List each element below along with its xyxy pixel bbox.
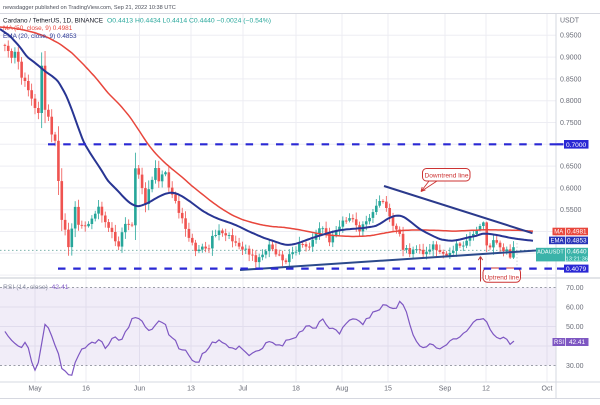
svg-text:0.7500: 0.7500	[560, 120, 582, 127]
svg-text:MA (50, close, 9) 0.4981: MA (50, close, 9) 0.4981	[3, 25, 73, 32]
svg-text:EMA: EMA	[550, 238, 563, 244]
svg-text:Cardano / TetherUS, 1D, BINANC: Cardano / TetherUS, 1D, BINANCE	[3, 18, 103, 25]
svg-text:0.9000: 0.9000	[560, 55, 582, 62]
svg-text:O0.4413 H0.4434 L0.4414 C0.444: O0.4413 H0.4434 L0.4414 C0.4440 −0.0024 …	[107, 18, 271, 25]
svg-text:60.00: 60.00	[566, 304, 584, 311]
svg-text:newsdagger published on Tradin: newsdagger published on TradingView.com,…	[3, 5, 176, 11]
svg-text:MA: MA	[554, 230, 563, 236]
svg-text:15: 15	[384, 386, 392, 393]
svg-text:Sep: Sep	[439, 386, 452, 393]
svg-text:16: 16	[82, 386, 90, 393]
svg-text:12: 12	[482, 386, 490, 393]
svg-text:0.4079: 0.4079	[566, 266, 587, 273]
svg-text:0.6000: 0.6000	[560, 185, 582, 192]
svg-text:42.41: 42.41	[569, 339, 585, 346]
svg-text:42.41: 42.41	[52, 284, 69, 291]
svg-text:Jun: Jun	[134, 386, 145, 393]
svg-text:50.00: 50.00	[566, 324, 584, 331]
svg-text:Downtrend line: Downtrend line	[425, 173, 469, 180]
svg-text:May: May	[28, 386, 42, 393]
svg-text:13: 13	[187, 386, 195, 393]
svg-text:30.00: 30.00	[566, 363, 584, 370]
svg-text:EMA (20, close, 9) 0.4853: EMA (20, close, 9) 0.4853	[3, 33, 77, 40]
svg-text:70.00: 70.00	[566, 285, 584, 292]
svg-text:0.4640: 0.4640	[567, 249, 587, 256]
svg-text:RSI: RSI	[554, 340, 564, 346]
svg-text:Aug: Aug	[336, 386, 349, 393]
svg-text:18: 18	[292, 386, 300, 393]
svg-text:0.5500: 0.5500	[560, 207, 582, 214]
svg-text:Jul: Jul	[239, 386, 248, 393]
svg-text:0.8000: 0.8000	[560, 98, 582, 105]
svg-text:0.4853: 0.4853	[567, 237, 587, 244]
svg-text:Oct: Oct	[542, 386, 553, 393]
svg-text:0.7000: 0.7000	[566, 142, 587, 149]
svg-text:RSI (14, close): RSI (14, close)	[3, 284, 48, 291]
svg-text:0.9500: 0.9500	[560, 33, 582, 40]
svg-text:13:21:36: 13:21:36	[566, 256, 589, 262]
svg-text:ADAUSDT: ADAUSDT	[537, 250, 564, 256]
svg-text:0.4981: 0.4981	[567, 229, 587, 236]
svg-text:0.8500: 0.8500	[560, 76, 582, 83]
svg-text:0.6500: 0.6500	[560, 164, 582, 171]
svg-text:Uptrend line: Uptrend line	[485, 275, 520, 282]
svg-text:USDT: USDT	[560, 18, 580, 25]
